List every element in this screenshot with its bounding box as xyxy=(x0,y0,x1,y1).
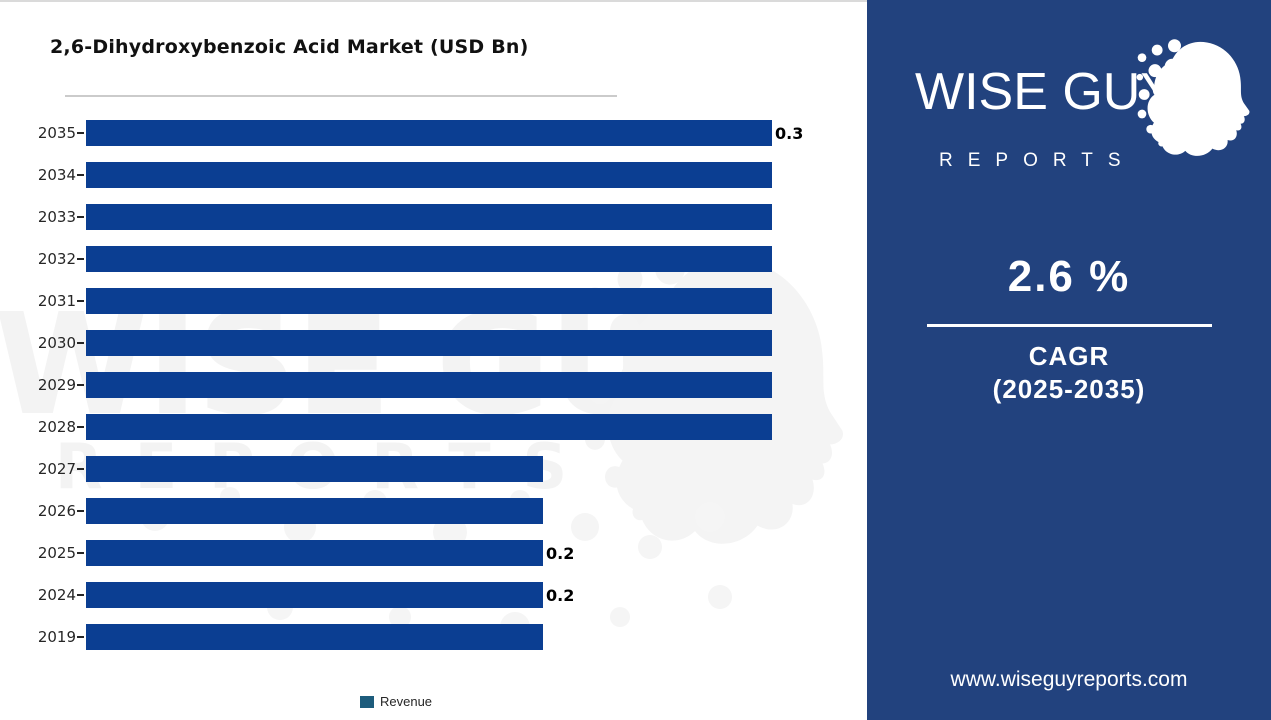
cagr-label: CAGR xyxy=(1028,341,1110,371)
bar-row-2019: 2019 xyxy=(0,624,867,650)
logo-reports-text: REPORTS xyxy=(939,150,1136,171)
chart-panel: 2,6-Dihydroxybenzoic Acid Market (USD Bn… xyxy=(0,0,867,709)
bar-row-2035: 2035 0.3 xyxy=(0,120,867,146)
website-url: www.wiseguyreports.com xyxy=(950,668,1188,691)
revenue-bar xyxy=(86,456,543,482)
year-tick-label: 2034 xyxy=(37,166,76,184)
year-tick-label: 2029 xyxy=(37,376,76,394)
bar-row-2029: 2029 xyxy=(0,372,867,398)
revenue-bar xyxy=(86,582,543,608)
year-tick-label: 2035 xyxy=(37,124,76,142)
brand-sidebar: WISE GUY REPORTS 2.6 % CAGR (2025-2035 xyxy=(867,0,1271,720)
bar-value-label: 0.2 xyxy=(546,543,575,563)
bar-value-label: 0.2 xyxy=(546,585,575,605)
axis-tick xyxy=(77,216,84,218)
year-tick-label: 2026 xyxy=(37,502,76,520)
revenue-bar xyxy=(86,162,772,188)
bar-row-2034: 2034 xyxy=(0,162,867,188)
chart-title: 2,6-Dihydroxybenzoic Acid Market (USD Bn… xyxy=(50,36,529,58)
axis-tick xyxy=(77,300,84,302)
year-tick-label: 2027 xyxy=(37,460,76,478)
bar-row-2025: 2025 0.2 xyxy=(0,540,867,566)
revenue-bar xyxy=(86,330,772,356)
revenue-bar xyxy=(86,120,772,146)
legend-swatch-icon xyxy=(360,695,374,708)
revenue-bar xyxy=(86,246,772,272)
axis-tick xyxy=(77,510,84,512)
year-tick-label: 2033 xyxy=(37,208,76,226)
axis-tick xyxy=(77,636,84,638)
axis-tick xyxy=(77,384,84,386)
bar-row-2033: 2033 xyxy=(0,204,867,230)
title-divider xyxy=(65,95,617,97)
revenue-bar xyxy=(86,372,772,398)
bar-row-2024: 2024 0.2 xyxy=(0,582,867,608)
year-tick-label: 2024 xyxy=(37,586,76,604)
revenue-bar xyxy=(86,204,772,230)
bar-row-2026: 2026 xyxy=(0,498,867,524)
logo-wiseguy-text: WISE GUY xyxy=(915,63,1176,121)
legend-label: Revenue xyxy=(380,694,433,709)
year-tick-label: 2019 xyxy=(37,628,76,646)
bar-value-label: 0.3 xyxy=(775,123,804,143)
year-tick-label: 2031 xyxy=(37,292,76,310)
axis-tick xyxy=(77,258,84,260)
year-tick-label: 2032 xyxy=(37,250,76,268)
revenue-bar xyxy=(86,498,543,524)
cagr-value: 2.6 % xyxy=(1007,252,1131,301)
revenue-bar xyxy=(86,288,772,314)
wiseguy-logo: WISE GUY REPORTS xyxy=(867,0,1271,200)
axis-tick xyxy=(77,594,84,596)
axis-tick xyxy=(77,174,84,176)
axis-tick xyxy=(77,552,84,554)
cagr-block: 2.6 % CAGR (2025-2035) xyxy=(867,252,1271,405)
year-tick-label: 2028 xyxy=(37,418,76,436)
year-tick-label: 2030 xyxy=(37,334,76,352)
revenue-bar xyxy=(86,540,543,566)
bar-row-2028: 2028 xyxy=(0,414,867,440)
legend: Revenue xyxy=(360,694,432,709)
cagr-divider xyxy=(926,324,1212,327)
revenue-bar xyxy=(86,624,543,650)
bar-row-2030: 2030 xyxy=(0,330,867,356)
cagr-range: (2025-2035) xyxy=(992,374,1146,404)
axis-tick xyxy=(77,132,84,134)
year-tick-label: 2025 xyxy=(37,544,76,562)
axis-tick xyxy=(77,468,84,470)
revenue-bar xyxy=(86,414,772,440)
bar-row-2027: 2027 xyxy=(0,456,867,482)
axis-tick xyxy=(77,342,84,344)
logo-head-icon xyxy=(1136,39,1250,156)
axis-tick xyxy=(77,426,84,428)
bar-row-2032: 2032 xyxy=(0,246,867,272)
bar-row-2031: 2031 xyxy=(0,288,867,314)
